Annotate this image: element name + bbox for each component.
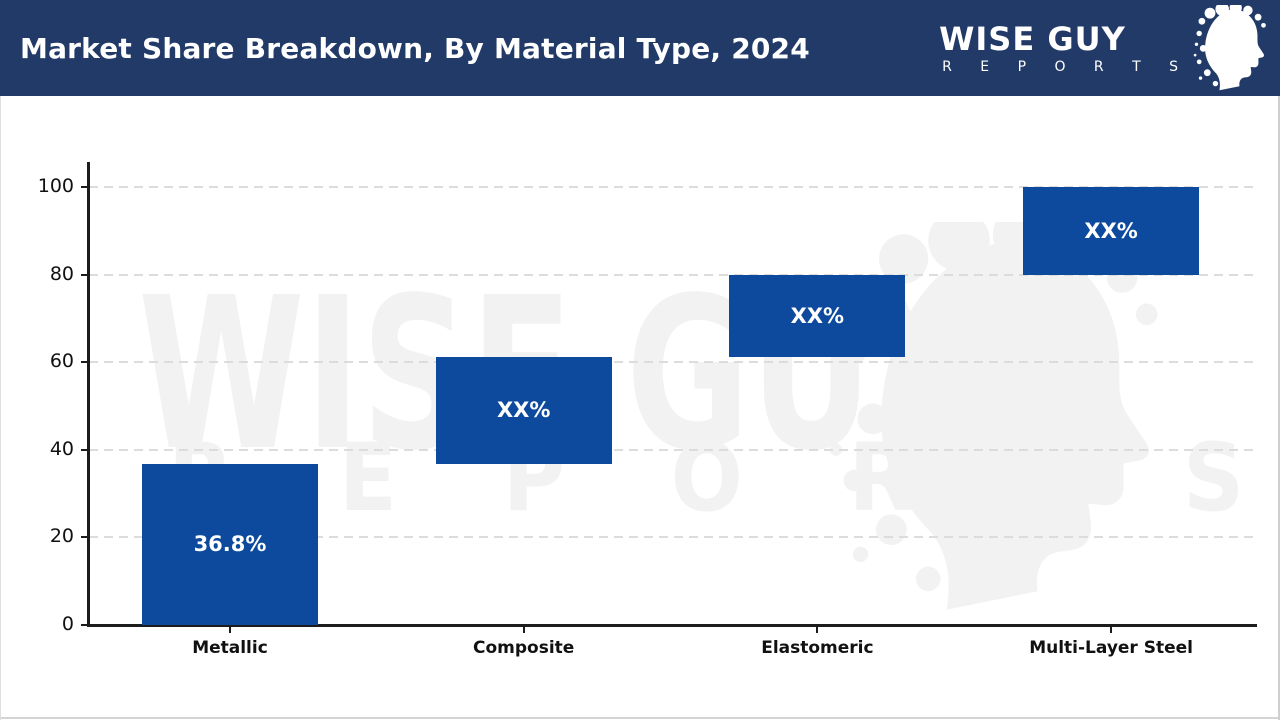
page-border-bottom [0,717,1280,719]
gridline-20 [89,536,1257,539]
y-tick-label: 60 [49,350,74,373]
x-axis-line [87,624,1257,627]
gridline-40 [89,448,1257,451]
brand-head-icon [1193,5,1266,91]
chart-title: Market Share Breakdown, By Material Type… [20,31,810,65]
y-tick-label: 20 [49,525,74,548]
x-tick-3 [1110,625,1113,633]
x-tick-0 [229,625,231,633]
y-tick-80 [81,273,89,276]
bar-value-label: XX% [496,398,551,423]
category-label: Multi-Layer Steel [1029,638,1193,658]
bar-metallic: 36.8% [142,463,318,625]
gridline-60 [89,361,1257,364]
y-tick-label: 100 [37,175,74,197]
bar-multi-layer-steel: XX% [1023,187,1200,276]
page-border-left [0,96,1,720]
x-tick-2 [816,625,819,633]
y-tick-60 [81,361,89,364]
bar-value-label: XX% [790,304,845,329]
page-border-right [1278,96,1280,720]
y-tick-40 [81,448,89,451]
y-tick-0 [81,624,89,626]
bar-value-label: 36.8% [193,532,267,557]
bar-elastomeric: XX% [729,275,906,357]
y-axis-line [87,162,90,627]
y-tick-label: 80 [49,262,74,285]
bar-value-label: XX% [1084,219,1138,244]
gridline-80 [89,273,1257,276]
y-tick-label: 0 [61,613,74,635]
y-tick-label: 40 [49,437,74,460]
x-tick-1 [522,625,525,633]
category-label: Composite [473,638,575,658]
gridline-100 [89,186,1257,188]
y-tick-100 [81,186,89,188]
category-label: Metallic [192,638,268,658]
brand-logo: WISE GUY R E P O R T S [939,0,1270,96]
bar-composite: XX% [435,356,612,464]
category-label: Elastomeric [761,638,874,658]
brand-subtitle: R E P O R T S [942,58,1190,75]
y-tick-20 [81,536,89,539]
brand-text: WISE GUY R E P O R T S [939,23,1190,74]
brand-name: WISE GUY [939,19,1126,58]
header-bar: Market Share Breakdown, By Material Type… [0,0,1280,96]
